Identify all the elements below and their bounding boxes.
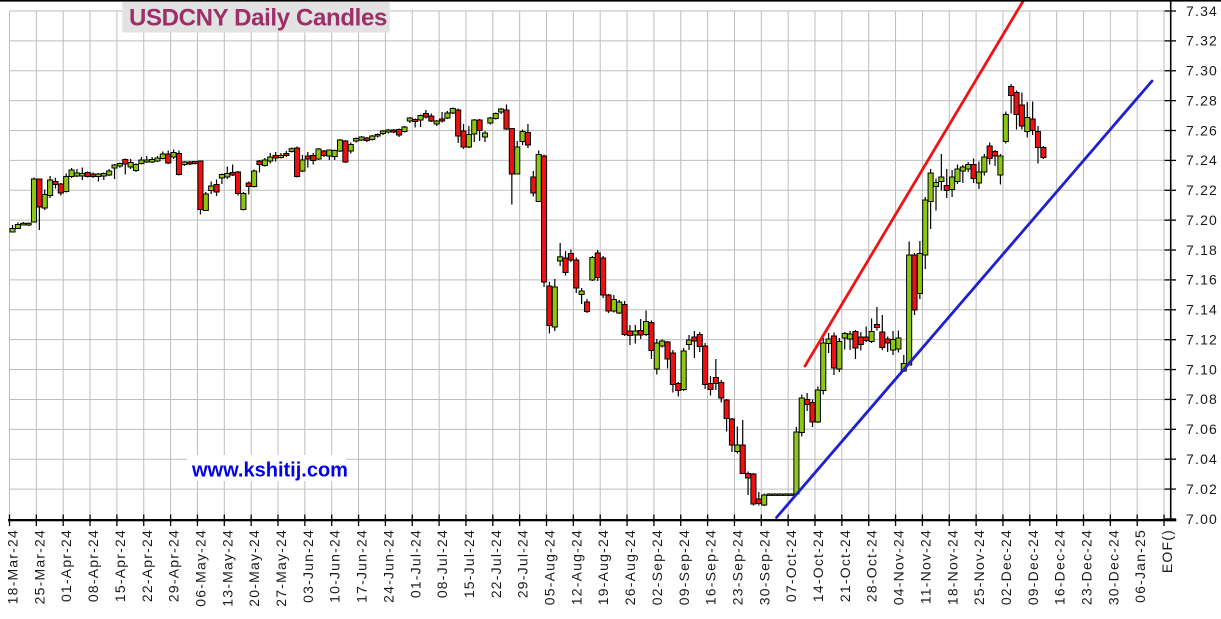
- svg-text:www.kshitij.com: www.kshitij.com: [191, 459, 348, 481]
- svg-text:22-Jul-24: 22-Jul-24: [488, 529, 504, 598]
- svg-text:23-Sep-24: 23-Sep-24: [729, 529, 745, 605]
- svg-text:16-Dec-24: 16-Dec-24: [1052, 529, 1068, 605]
- svg-text:01-Apr-24: 01-Apr-24: [58, 529, 74, 602]
- svg-text:7.26: 7.26: [1186, 122, 1218, 138]
- svg-text:25-Nov-24: 25-Nov-24: [971, 529, 987, 605]
- svg-text:7.08: 7.08: [1186, 391, 1218, 407]
- svg-text:09-Sep-24: 09-Sep-24: [676, 529, 692, 605]
- svg-text:25-Mar-24: 25-Mar-24: [31, 529, 47, 604]
- svg-text:05-Aug-24: 05-Aug-24: [542, 529, 558, 605]
- svg-text:18-Nov-24: 18-Nov-24: [944, 529, 960, 605]
- svg-text:09-Dec-24: 09-Dec-24: [1025, 529, 1041, 605]
- svg-text:04-Nov-24: 04-Nov-24: [891, 529, 907, 605]
- svg-text:02-Dec-24: 02-Dec-24: [998, 529, 1014, 605]
- svg-text:18-Mar-24: 18-Mar-24: [5, 529, 21, 604]
- svg-text:10-Jun-24: 10-Jun-24: [327, 529, 343, 603]
- svg-text:7.18: 7.18: [1186, 242, 1218, 258]
- svg-text:06-May-24: 06-May-24: [192, 529, 208, 607]
- svg-text:30-Dec-24: 30-Dec-24: [1105, 529, 1121, 605]
- svg-text:7.30: 7.30: [1186, 63, 1218, 79]
- svg-text:29-Jul-24: 29-Jul-24: [515, 529, 531, 598]
- svg-text:USDCNY Daily Candles: USDCNY Daily Candles: [129, 4, 387, 31]
- svg-text:7.02: 7.02: [1186, 481, 1218, 497]
- svg-text:7.28: 7.28: [1186, 92, 1218, 108]
- svg-text:08-Jul-24: 08-Jul-24: [434, 529, 450, 598]
- svg-text:7.22: 7.22: [1186, 182, 1218, 198]
- svg-text:29-Apr-24: 29-Apr-24: [166, 529, 182, 602]
- svg-text:30-Sep-24: 30-Sep-24: [756, 529, 772, 605]
- svg-text:21-Oct-24: 21-Oct-24: [837, 529, 853, 602]
- svg-text:11-Nov-24: 11-Nov-24: [917, 529, 933, 604]
- svg-text:26-Aug-24: 26-Aug-24: [622, 529, 638, 605]
- svg-text:27-May-24: 27-May-24: [273, 529, 289, 607]
- svg-text:02-Sep-24: 02-Sep-24: [649, 529, 665, 605]
- svg-text:08-Apr-24: 08-Apr-24: [85, 529, 101, 602]
- svg-text:15-Apr-24: 15-Apr-24: [112, 529, 128, 602]
- svg-text:7.24: 7.24: [1186, 152, 1218, 168]
- svg-text:22-Apr-24: 22-Apr-24: [139, 529, 155, 602]
- svg-text:7.04: 7.04: [1186, 451, 1218, 467]
- svg-text:03-Jun-24: 03-Jun-24: [300, 529, 316, 603]
- svg-text:15-Jul-24: 15-Jul-24: [461, 529, 477, 598]
- svg-text:7.16: 7.16: [1186, 272, 1218, 288]
- svg-text:7.00: 7.00: [1186, 511, 1218, 527]
- svg-text:7.06: 7.06: [1186, 421, 1218, 437]
- svg-text:23-Dec-24: 23-Dec-24: [1079, 529, 1095, 605]
- svg-text:01-Jul-24: 01-Jul-24: [407, 529, 423, 598]
- svg-text:28-Oct-24: 28-Oct-24: [864, 529, 880, 602]
- svg-text:7.12: 7.12: [1186, 331, 1218, 347]
- svg-text:12-Aug-24: 12-Aug-24: [568, 529, 584, 605]
- svg-text:20-May-24: 20-May-24: [246, 529, 262, 607]
- svg-text:7.14: 7.14: [1186, 302, 1218, 318]
- svg-text:13-May-24: 13-May-24: [219, 529, 235, 607]
- svg-text:16-Sep-24: 16-Sep-24: [703, 529, 719, 605]
- svg-text:24-Jun-24: 24-Jun-24: [380, 529, 396, 603]
- svg-text:07-Oct-24: 07-Oct-24: [783, 529, 799, 602]
- svg-text:EOF(): EOF(): [1159, 529, 1175, 573]
- svg-text:7.34: 7.34: [1186, 3, 1218, 19]
- svg-text:19-Aug-24: 19-Aug-24: [595, 529, 611, 605]
- svg-text:14-Oct-24: 14-Oct-24: [810, 529, 826, 602]
- svg-text:7.20: 7.20: [1186, 212, 1218, 228]
- svg-text:7.32: 7.32: [1186, 33, 1218, 49]
- svg-text:7.10: 7.10: [1186, 361, 1218, 377]
- svg-text:17-Jun-24: 17-Jun-24: [354, 529, 370, 603]
- svg-text:06-Jan-25: 06-Jan-25: [1132, 529, 1148, 603]
